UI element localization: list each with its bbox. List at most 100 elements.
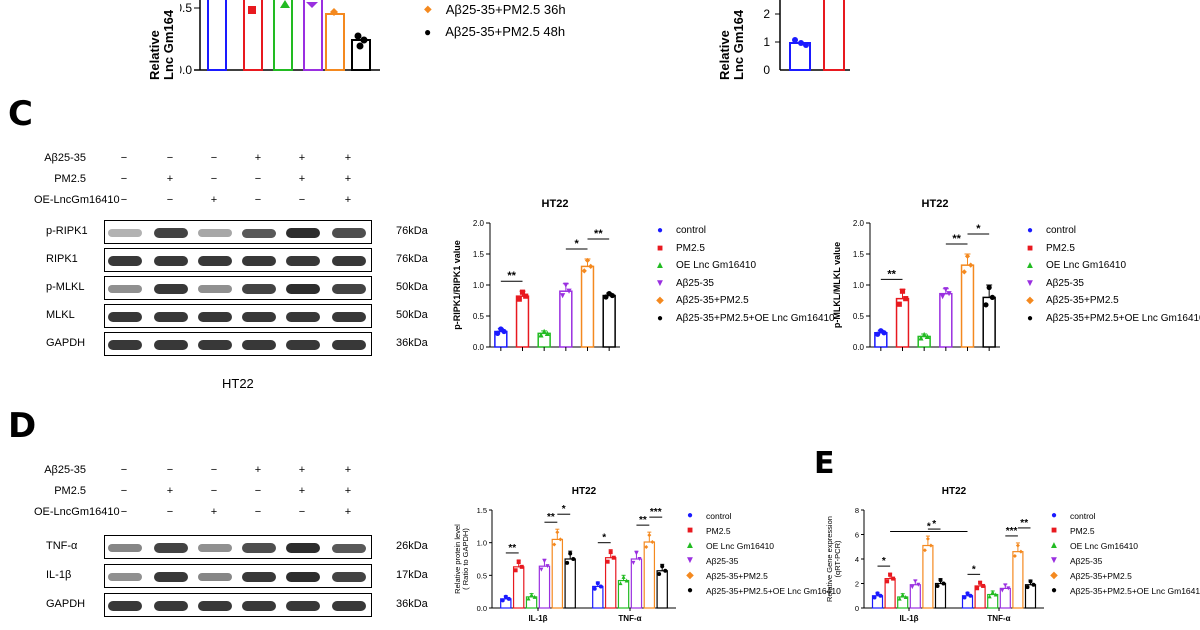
data-point [903, 594, 908, 599]
y-axis-label-sub: ( Ratio to GAPDH) [461, 528, 470, 590]
legend-item: ● Aβ25-35+PM2.5+OE Lnc Gm16410 [1048, 583, 1200, 598]
data-point [501, 328, 507, 335]
data-point [1012, 554, 1017, 559]
data-point [888, 572, 893, 577]
top-left-tick-00: 0.0 [180, 63, 192, 77]
kda-label: 76kDa [396, 225, 428, 237]
data-point [1006, 586, 1011, 591]
data-point [975, 586, 980, 591]
data-point [542, 559, 547, 564]
significance-label: ** [547, 512, 555, 523]
blot-band [332, 601, 366, 611]
legend-item: ■ PM2.5 [654, 240, 835, 258]
blot-label: p-MLKL [46, 281, 85, 293]
legend-marker-icon: ● [656, 312, 664, 324]
bar [538, 565, 551, 609]
condition-sign: − [120, 506, 128, 518]
condition-label: PM2.5 [54, 485, 86, 497]
condition-sign: − [254, 506, 262, 518]
blot-band [332, 256, 366, 266]
data-point [566, 288, 572, 294]
blot-strip [104, 276, 372, 300]
legend-item: ● Aβ25-35+PM2.5+OE Lnc Gm16410 [684, 583, 841, 598]
data-point [513, 568, 518, 573]
y-tick-label: 0.0 [477, 604, 487, 613]
y-tick-label: 0.0 [473, 343, 485, 352]
legend-item: ▲ OE Lnc Gm16410 [1048, 538, 1200, 553]
condition-label: OE-LncGm16410 [34, 194, 120, 206]
legend-label: Aβ25-35+PM2.5+OE Lnc Gm16410 [676, 312, 835, 324]
blot-band [286, 340, 320, 350]
data-point [918, 335, 924, 341]
blot-band [286, 572, 320, 582]
legend-label: PM2.5 [1070, 525, 1095, 536]
data-point [875, 591, 880, 596]
condition-sign: + [298, 173, 306, 185]
data-point [946, 291, 952, 297]
data-point [545, 564, 550, 569]
condition-sign: − [298, 506, 306, 518]
data-point [885, 579, 890, 584]
condition-sign: + [166, 173, 174, 185]
y-tick-label: 2.0 [853, 219, 865, 228]
data-point [925, 536, 930, 541]
blot-band [242, 284, 276, 294]
data-point [634, 551, 639, 556]
blot-band [154, 601, 188, 611]
data-point [506, 596, 511, 601]
condition-sign: − [120, 152, 128, 164]
y-tick-label: 0.0 [853, 343, 865, 352]
legend-item: ▼ Aβ25-35 [1024, 275, 1200, 293]
y-axis-label-sub: (qRT-PCR) [833, 540, 842, 577]
blot-band [286, 601, 320, 611]
legend-marker-icon: ▼ [655, 277, 665, 289]
chart-protein-level: HT22 0.0 0.5 1.0 1.5 Relative protein level( … [453, 486, 676, 623]
condition-sign: − [120, 173, 128, 185]
data-point [1000, 588, 1005, 593]
data-point [595, 581, 600, 586]
data-point [588, 263, 594, 269]
y-tick-label: 2.0 [473, 219, 485, 228]
top-left-ylabel-line1: Relative [147, 30, 162, 80]
top-left-ylabel-line2: Lnc Gm164 [161, 9, 176, 80]
condition-sign: − [210, 485, 218, 497]
legend-label: control [1070, 510, 1096, 521]
data-point [584, 257, 591, 264]
data-point [924, 333, 930, 340]
blot-band [242, 228, 276, 238]
condition-sign: − [254, 485, 262, 497]
data-point [611, 555, 616, 560]
condition-sign: + [210, 194, 218, 206]
data-point [568, 551, 573, 556]
data-point [541, 328, 547, 334]
kda-label: 50kDa [396, 309, 428, 321]
legend-label: Aβ25-35+PM2.5 [1070, 570, 1132, 581]
category-label: IL-1β [528, 614, 547, 623]
y-tick-label: 8 [855, 506, 859, 515]
data-point [565, 560, 570, 565]
data-point [993, 592, 998, 597]
legend-item: ▼ Aβ25-35 [1048, 553, 1200, 568]
data-point [495, 330, 501, 336]
blot-band [286, 284, 320, 294]
blot-band [154, 256, 188, 266]
condition-sign: + [344, 194, 352, 206]
data-point [897, 596, 902, 601]
legend-label: Aβ25-35+PM2.5+OE Lnc Gm16410 [1070, 585, 1200, 596]
legend-item: ▲ OE Lnc Gm16410 [1024, 257, 1200, 275]
condition-label: Aβ25-35 [44, 464, 86, 476]
legend-item: ◆ Aβ25-35+PM2.5 [684, 568, 841, 583]
blot-band [198, 572, 232, 582]
legend-marker-icon: ● [1026, 312, 1034, 324]
blot-band [332, 572, 366, 582]
data-point [968, 593, 973, 598]
blot-band [154, 284, 188, 294]
legend-marker-icon: ◆ [1026, 295, 1034, 307]
data-point [1015, 543, 1020, 548]
bar [512, 566, 525, 609]
blot-strip [104, 220, 372, 244]
chart-gene-expression: HT22 0 2 4 6 8 Relative Gene expression (qRT-PC… [825, 486, 1044, 623]
legend-label: control [676, 225, 707, 237]
y-axis-label: p-RIPK1/RIPK1 value [452, 240, 462, 330]
data-point [519, 564, 524, 569]
